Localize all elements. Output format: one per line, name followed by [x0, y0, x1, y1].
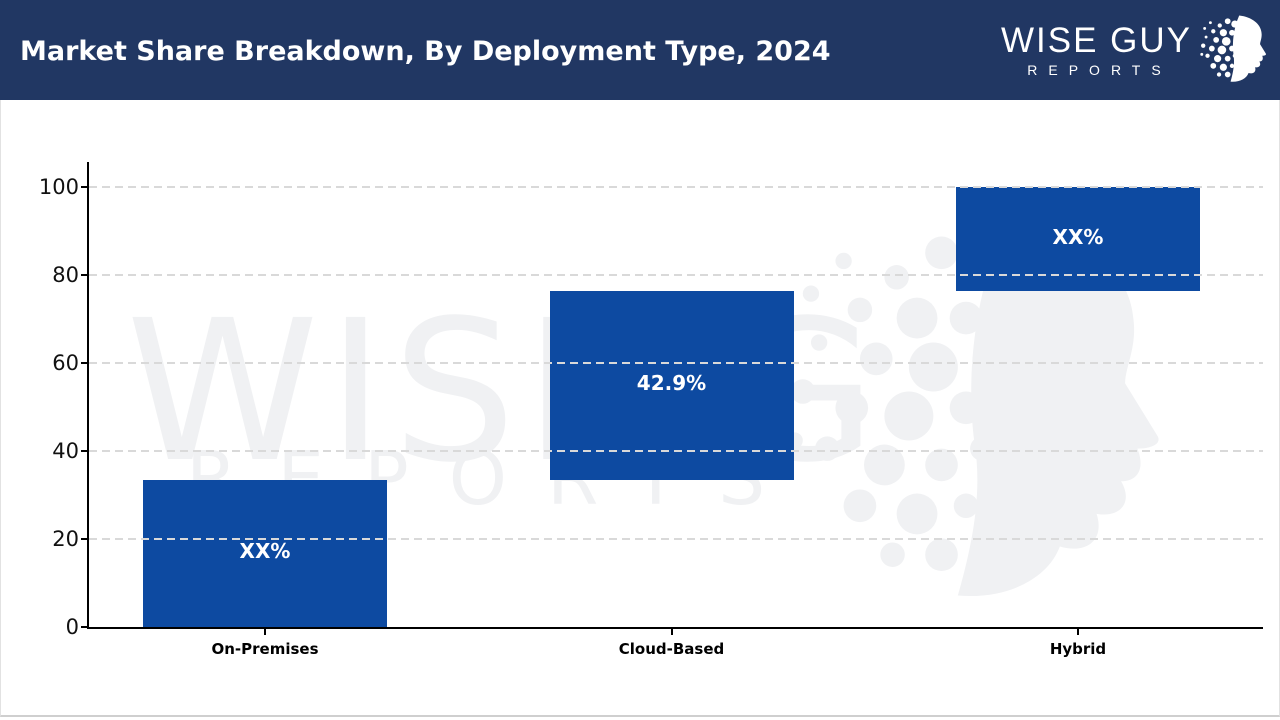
y-axis-tick-label: 40 [52, 439, 79, 463]
y-axis-tick-mark [81, 450, 89, 452]
y-axis-tick-mark [81, 626, 89, 628]
y-axis-spine [87, 162, 89, 629]
y-axis-tick-label: 60 [52, 351, 79, 375]
x-axis-category-label: Hybrid [1049, 640, 1107, 658]
bar-value-label: 42.9% [636, 371, 707, 396]
y-gridline [89, 186, 1263, 188]
y-axis-tick-label: 0 [65, 615, 79, 639]
logo-wordmark: WISE GUY [1000, 21, 1192, 60]
x-axis-category-label: On-Premises [211, 640, 319, 658]
bar-on-premises [143, 479, 387, 627]
y-axis-tick-mark [81, 362, 89, 364]
y-gridline [89, 274, 1263, 276]
y-gridline [89, 538, 1263, 540]
y-axis-tick-label: 20 [52, 527, 79, 551]
chart-canvas: WISE G Y REPORTS 020406080100XX%On-Premi… [0, 100, 1280, 717]
logo-subtitle: REPORTS [1027, 62, 1172, 78]
wise-guy-logo: WISE GUY REPORTS [1001, 10, 1268, 90]
y-gridline [89, 362, 1263, 364]
y-axis-tick-label: 100 [38, 175, 79, 199]
chart-title: Market Share Breakdown, By Deployment Ty… [20, 36, 831, 67]
logo-face-icon [1196, 12, 1268, 88]
header-band: Market Share Breakdown, By Deployment Ty… [0, 0, 1280, 100]
x-axis-category-label: Cloud-Based [618, 640, 725, 658]
x-axis-tick-mark [1077, 627, 1079, 635]
bar-value-label: XX% [1052, 224, 1104, 249]
x-axis-tick-mark [264, 627, 266, 635]
y-axis-tick-mark [81, 186, 89, 188]
x-axis-tick-mark [670, 627, 673, 635]
bar-cloud-based [549, 290, 794, 480]
y-axis-tick-mark [81, 538, 89, 540]
bar-value-label: XX% [239, 539, 291, 564]
bar-hybrid [956, 187, 1200, 291]
x-axis-spine [87, 627, 1263, 629]
y-axis-tick-mark [81, 274, 89, 276]
y-axis-tick-label: 80 [52, 263, 79, 287]
y-gridline [89, 450, 1263, 452]
